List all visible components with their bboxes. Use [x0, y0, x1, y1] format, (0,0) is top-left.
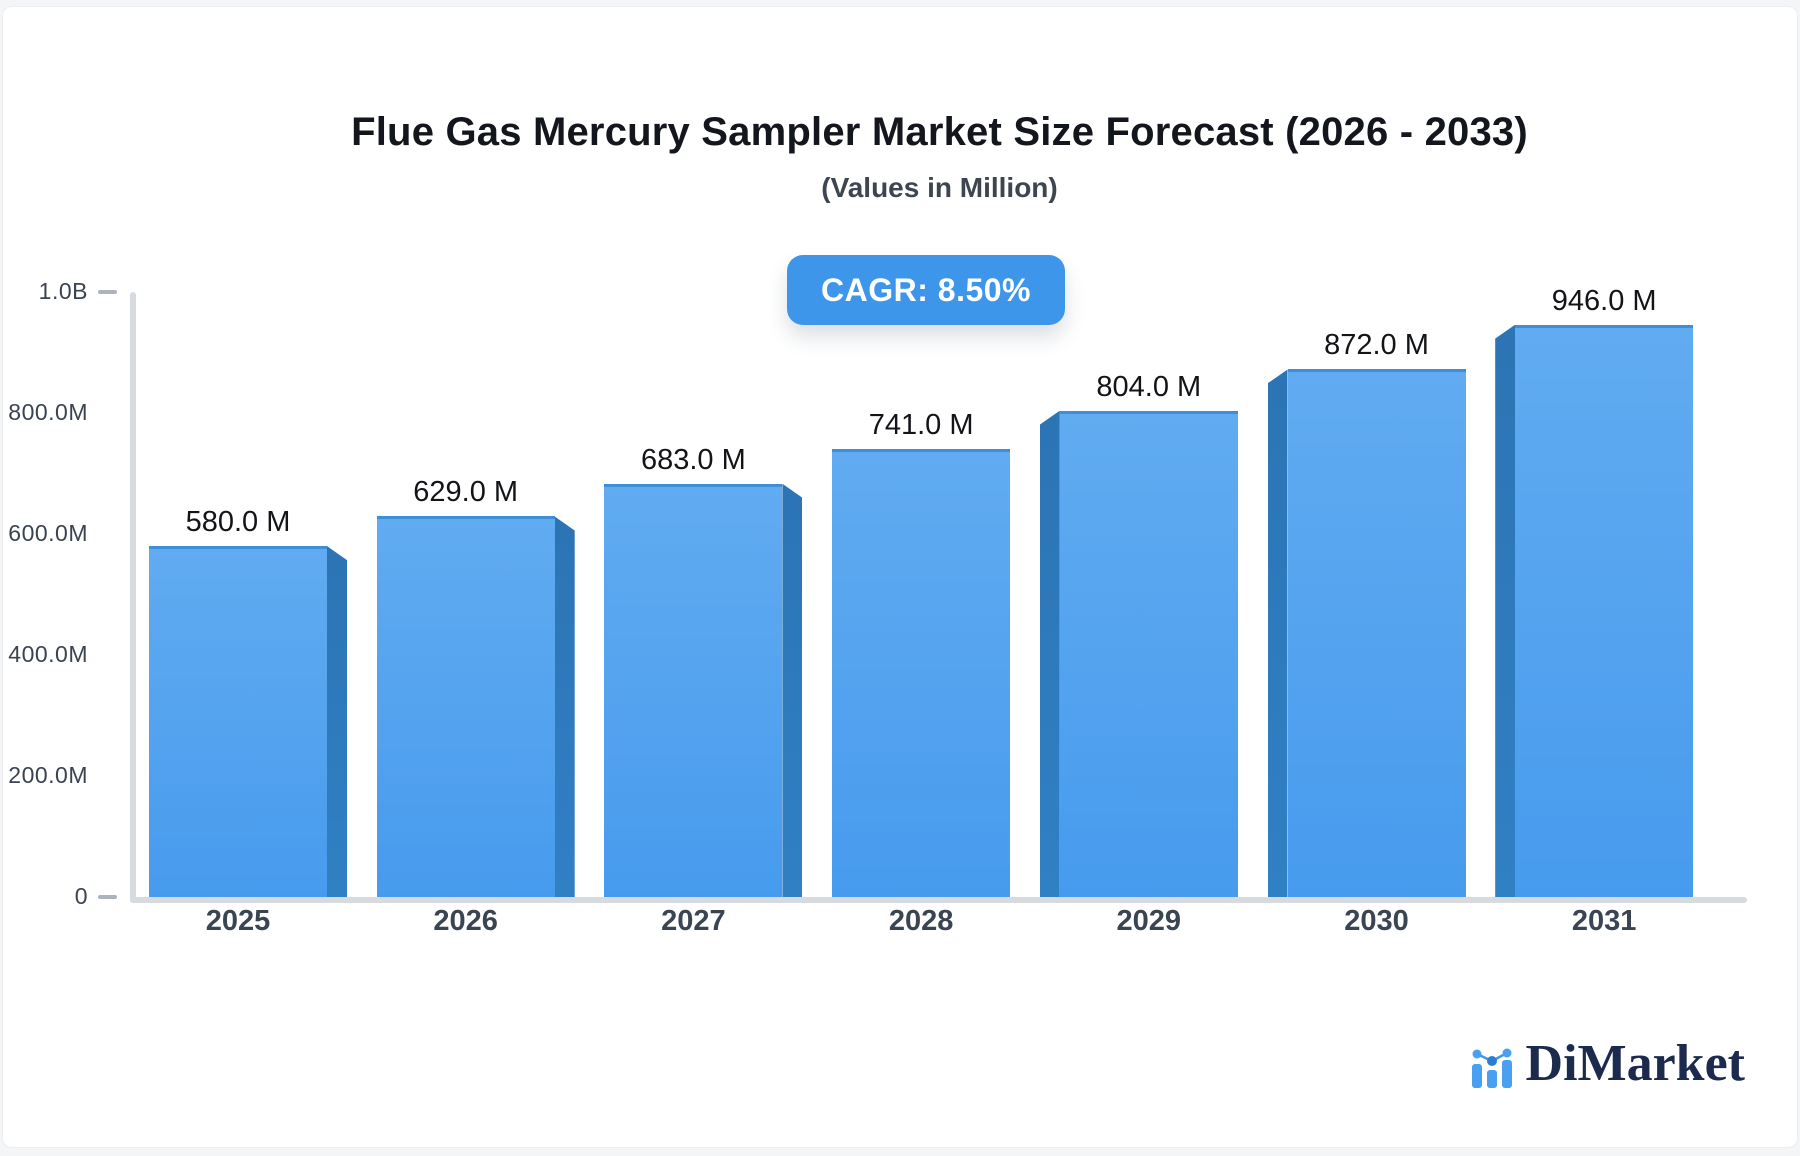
- bar-value-label: 580.0 M: [185, 506, 291, 539]
- y-tick-label: 200.0M: [8, 762, 88, 788]
- bar-2030: [1287, 369, 1466, 897]
- bar-side-face: [1039, 410, 1060, 897]
- bar-side-face: [1495, 324, 1516, 897]
- bar-value-label: 741.0 M: [868, 408, 974, 441]
- x-tick-label: 2031: [1571, 905, 1637, 937]
- bar-side-face: [782, 483, 803, 897]
- x-axis-line: [130, 897, 1747, 903]
- y-tick-label: 800.0M: [8, 399, 88, 425]
- bar-2031: [1515, 324, 1694, 897]
- bar-side-face: [1267, 369, 1288, 897]
- bar-2029: [1059, 410, 1238, 897]
- y-tick-label: 1.0B: [38, 278, 88, 304]
- bar-line-chart-logo-icon: [1471, 1048, 1512, 1088]
- x-tick-label: 2028: [888, 905, 954, 937]
- bar-2028: [832, 448, 1011, 897]
- x-tick-label: 2029: [1116, 905, 1182, 937]
- bar-value-label: 683.0 M: [640, 443, 746, 476]
- y-tick-label: 0: [74, 883, 88, 909]
- y-tick-label: 600.0M: [8, 520, 88, 546]
- bar-side-face: [327, 546, 347, 897]
- bar-side-face: [554, 516, 575, 897]
- bar-value-label: 872.0 M: [1324, 329, 1429, 362]
- x-tick-label: 2025: [205, 905, 271, 937]
- x-tick-label: 2026: [433, 905, 498, 937]
- y-axis-line: [130, 292, 136, 903]
- brand-watermark-text: DiMarket: [1525, 1035, 1745, 1092]
- bar-2027: [604, 483, 783, 897]
- bar-value-label: 629.0 M: [413, 476, 519, 509]
- y-tick-label: 400.0M: [8, 641, 88, 667]
- bar-2026: [376, 516, 555, 897]
- x-tick-label: 2030: [1344, 905, 1409, 937]
- y-tick-dash: [98, 895, 117, 899]
- y-tick-dash: [98, 290, 117, 294]
- cagr-badge: CAGR: 8.50%: [787, 255, 1065, 325]
- x-tick-label: 2027: [661, 905, 726, 937]
- bar-value-label: 804.0 M: [1096, 370, 1202, 403]
- cagr-badge-label: CAGR: 8.50%: [821, 271, 1031, 308]
- brand-watermark: DiMarket: [1470, 1038, 1745, 1090]
- bar-2025: [149, 546, 327, 897]
- chart-subtitle: (Values in Million): [821, 172, 1058, 203]
- chart-title: Flue Gas Mercury Sampler Market Size For…: [351, 110, 1528, 154]
- bar-value-label: 946.0 M: [1551, 284, 1657, 317]
